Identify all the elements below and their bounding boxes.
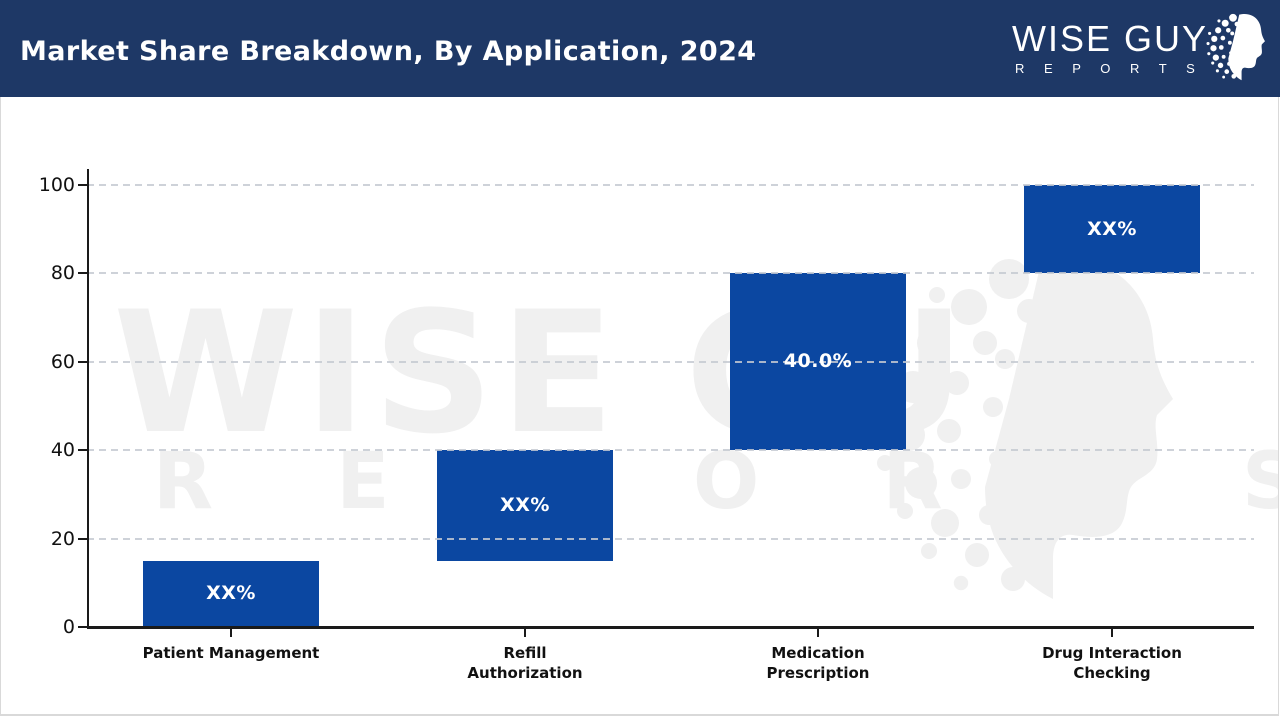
- x-category-label-drug-interaction-checking: Drug Interaction Checking: [1042, 644, 1182, 682]
- gridline-100: [87, 184, 1254, 186]
- plot-area: XX% XX% 40.0% XX% 0 20 40 60 80 100 Patient Manage…: [1, 97, 1278, 714]
- y-tick-label-20: 20: [50, 527, 75, 550]
- x-tick-3: [817, 629, 819, 637]
- y-tick-100: [78, 184, 87, 186]
- bar-value-label-medication-prescription: 40.0%: [783, 350, 853, 373]
- bar-patient-management: [143, 560, 319, 627]
- gridline-60: [87, 360, 1254, 363]
- y-tick-60: [78, 360, 87, 363]
- bar-value-label-patient-management: XX%: [206, 582, 256, 605]
- x-tick-1: [230, 629, 232, 637]
- y-tick-label-60: 60: [50, 350, 75, 373]
- brand-subtitle: R E P O R T S: [1014, 61, 1203, 76]
- y-tick-40: [78, 449, 87, 452]
- y-tick-label-40: 40: [50, 439, 75, 462]
- header-bar: Market Share Breakdown, By Application, …: [0, 0, 1280, 97]
- x-category-label-refill-authorization: Refill Authorization: [467, 644, 583, 682]
- bar-value-label-drug-interaction-checking: XX%: [1087, 217, 1137, 240]
- brand-text: WISE GUY R E P O R T S: [1011, 18, 1208, 77]
- gridline-20: [87, 537, 1254, 540]
- x-category-label-patient-management: Patient Management: [142, 644, 320, 662]
- bar-value-label-refill-authorization: XX%: [500, 493, 550, 516]
- bar-refill-authorization: [437, 450, 613, 561]
- gridline-40: [87, 449, 1254, 452]
- y-tick-label-100: 100: [38, 174, 75, 196]
- page-title: Market Share Breakdown, By Application, …: [20, 36, 757, 67]
- bar-drug-interaction-checking: [1024, 185, 1200, 274]
- y-tick-0: [78, 626, 87, 628]
- chart-card: WISE GU R E P O R T S XX% XX% 40.0% XX% 0 20 4…: [0, 97, 1279, 716]
- brand-name: WISE GUY: [1011, 18, 1208, 59]
- brand-logo: WISE GUY R E P O R T S: [1011, 12, 1266, 90]
- x-tick-2: [524, 629, 526, 637]
- y-tick-80: [78, 272, 87, 275]
- gridline-80: [87, 272, 1254, 275]
- y-tick-label-80: 80: [50, 262, 75, 285]
- x-tick-4: [1111, 629, 1113, 637]
- wiseguy-face-icon: [1194, 8, 1272, 90]
- x-axis-spine: [87, 626, 1254, 629]
- y-tick-20: [78, 537, 87, 540]
- y-tick-label-0: 0: [62, 616, 75, 638]
- x-category-label-medication-prescription: Medication Prescription: [766, 644, 870, 682]
- y-axis-spine: [87, 169, 89, 629]
